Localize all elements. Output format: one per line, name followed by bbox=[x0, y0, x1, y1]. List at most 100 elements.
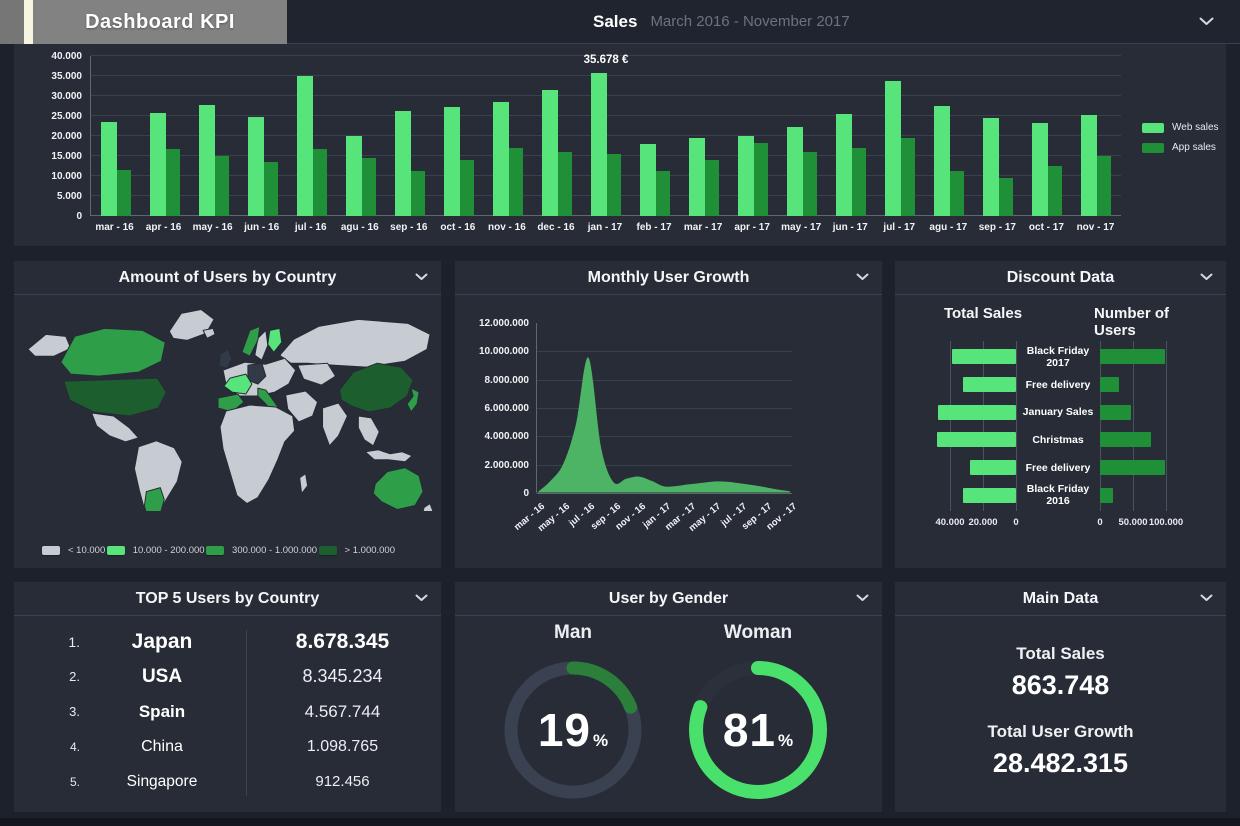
axis-tick-label: 40.000 bbox=[935, 517, 965, 528]
bar-group bbox=[189, 56, 238, 216]
country-france bbox=[223, 373, 253, 395]
bar-app-sales bbox=[803, 151, 818, 216]
bar-app-sales bbox=[410, 171, 425, 216]
x-tick-label: mar - 17 bbox=[683, 222, 723, 233]
y-tick-label: 25.000 bbox=[51, 111, 82, 122]
users-by-country-panel: Amount of Users by Country bbox=[14, 261, 441, 568]
x-tick-label: oct - 16 bbox=[440, 222, 476, 233]
gridline-vertical bbox=[950, 341, 951, 511]
donut-percentage: 19% bbox=[493, 650, 653, 810]
x-tick-label: nov - 16 bbox=[488, 222, 526, 233]
country-central-asia bbox=[297, 362, 336, 386]
rank-number: 5. bbox=[69, 774, 80, 789]
panel-title: Monthly User Growth bbox=[587, 268, 750, 286]
gridline-vertical bbox=[1133, 341, 1134, 511]
x-tick-label: apr - 16 bbox=[145, 222, 182, 233]
total-sales-bar-cell bbox=[930, 377, 1016, 393]
bar-web-sales bbox=[541, 89, 558, 216]
bar-total-sales bbox=[969, 460, 1016, 476]
total-user-growth-kpi: Total User Growth 28.482.315 bbox=[895, 722, 1226, 779]
legend-label: App sales bbox=[1172, 142, 1216, 153]
discount-category-label: January Sales bbox=[1022, 406, 1094, 419]
number-of-users-bar-cell bbox=[1100, 487, 1186, 503]
y-tick-label: 10.000.000 bbox=[478, 346, 529, 358]
country-new-zealand bbox=[422, 503, 434, 511]
chevron-down-icon[interactable] bbox=[415, 594, 428, 602]
country-iceland bbox=[202, 327, 216, 339]
y-tick-label: 35.000 bbox=[51, 71, 82, 82]
chevron-down-icon[interactable] bbox=[856, 273, 869, 281]
number-of-users-bar-cell bbox=[1100, 377, 1186, 393]
x-tick-label: nov - 17 bbox=[1076, 222, 1115, 233]
chevron-down-icon[interactable] bbox=[1200, 594, 1213, 602]
discount-row: Black Friday 2016 bbox=[930, 481, 1186, 509]
percent-sign: % bbox=[778, 731, 794, 750]
kpi-value: 863.748 bbox=[1011, 670, 1110, 700]
chevron-down-icon[interactable] bbox=[415, 273, 428, 281]
donut-arc bbox=[504, 661, 642, 799]
gridline bbox=[537, 408, 792, 409]
chevron-down-icon[interactable] bbox=[856, 594, 869, 602]
country-name: Singapore bbox=[126, 772, 198, 790]
bar-number-of-users bbox=[1100, 432, 1151, 448]
panel-header: Monthly User Growth bbox=[455, 261, 882, 295]
panel-header: Main Data bbox=[895, 582, 1226, 616]
total-sales-bar-cell bbox=[930, 432, 1016, 448]
sales-header-bar: Sales March 2016 - November 2017 bbox=[287, 0, 1240, 44]
donut-percentage: 81% bbox=[678, 650, 838, 810]
bar-app-sales bbox=[1048, 166, 1063, 216]
country-russia bbox=[279, 318, 431, 368]
total-sales-bar-cell bbox=[930, 349, 1016, 365]
percentage-value: 19 bbox=[537, 704, 592, 756]
legend-swatch bbox=[1142, 122, 1164, 133]
bar-app-sales bbox=[557, 152, 572, 216]
sales-legend: Web sales App sales bbox=[1142, 122, 1226, 162]
number-of-users-bar-cell bbox=[1100, 460, 1186, 476]
bar-group bbox=[778, 56, 827, 216]
chevron-down-icon[interactable] bbox=[1199, 17, 1214, 26]
axis-tick-label: 0 bbox=[1013, 517, 1019, 528]
brand-accent-stripe bbox=[24, 0, 33, 44]
y-tick-label: 0 bbox=[76, 211, 82, 222]
discount-category-label: Free delivery bbox=[1025, 461, 1091, 474]
donut-svg bbox=[689, 661, 827, 799]
bar-total-sales bbox=[936, 432, 1016, 448]
monthly-user-growth-panel: Monthly User Growth 0 2.000.000 4.000.000 6… bbox=[455, 261, 882, 568]
bar-number-of-users bbox=[1100, 349, 1165, 365]
country-alaska bbox=[27, 333, 72, 357]
bar-web-sales bbox=[1081, 114, 1098, 216]
x-tick-label: jul - 16 bbox=[294, 222, 327, 233]
discount-bar-rows: Black Friday 2017 Free delivery January Sa… bbox=[930, 343, 1186, 509]
axis-tick-label: 0 bbox=[1097, 517, 1103, 528]
bar-app-sales bbox=[312, 148, 327, 216]
bar-app-sales bbox=[361, 158, 376, 216]
bar-app-sales bbox=[165, 149, 180, 216]
legend-item: < 10.000 bbox=[42, 545, 105, 556]
bar-app-sales bbox=[508, 147, 523, 216]
bar-app-sales bbox=[999, 178, 1014, 216]
donut-arc bbox=[689, 661, 827, 799]
country-usa bbox=[63, 377, 167, 417]
panel-title: Discount Data bbox=[1006, 268, 1115, 286]
bar-app-sales bbox=[901, 138, 916, 216]
table-row: 3. Spain 4.567.744 bbox=[14, 694, 441, 729]
donut-chart: 19% bbox=[493, 650, 653, 810]
total-sales-bar-cell bbox=[930, 487, 1016, 503]
bar-value-annotation: 35.678 € bbox=[583, 54, 629, 67]
kpi-label: Total User Growth bbox=[987, 722, 1134, 741]
bar-total-sales bbox=[963, 377, 1016, 393]
date-range-label: March 2016 - November 2017 bbox=[650, 13, 850, 30]
y-tick-label: 8.000.000 bbox=[484, 374, 530, 386]
bar-group bbox=[287, 56, 336, 216]
country-argentina bbox=[143, 487, 165, 511]
gridline bbox=[537, 436, 792, 438]
man-donut: Man 19% bbox=[488, 622, 658, 810]
gridline-vertical bbox=[1100, 341, 1101, 511]
legend-item: Web sales bbox=[1142, 122, 1226, 133]
gridline bbox=[537, 464, 792, 466]
bar-app-sales bbox=[705, 160, 720, 216]
user-count: 912.456 bbox=[315, 773, 370, 790]
bar-group bbox=[434, 56, 483, 216]
chevron-down-icon[interactable] bbox=[1200, 273, 1213, 281]
